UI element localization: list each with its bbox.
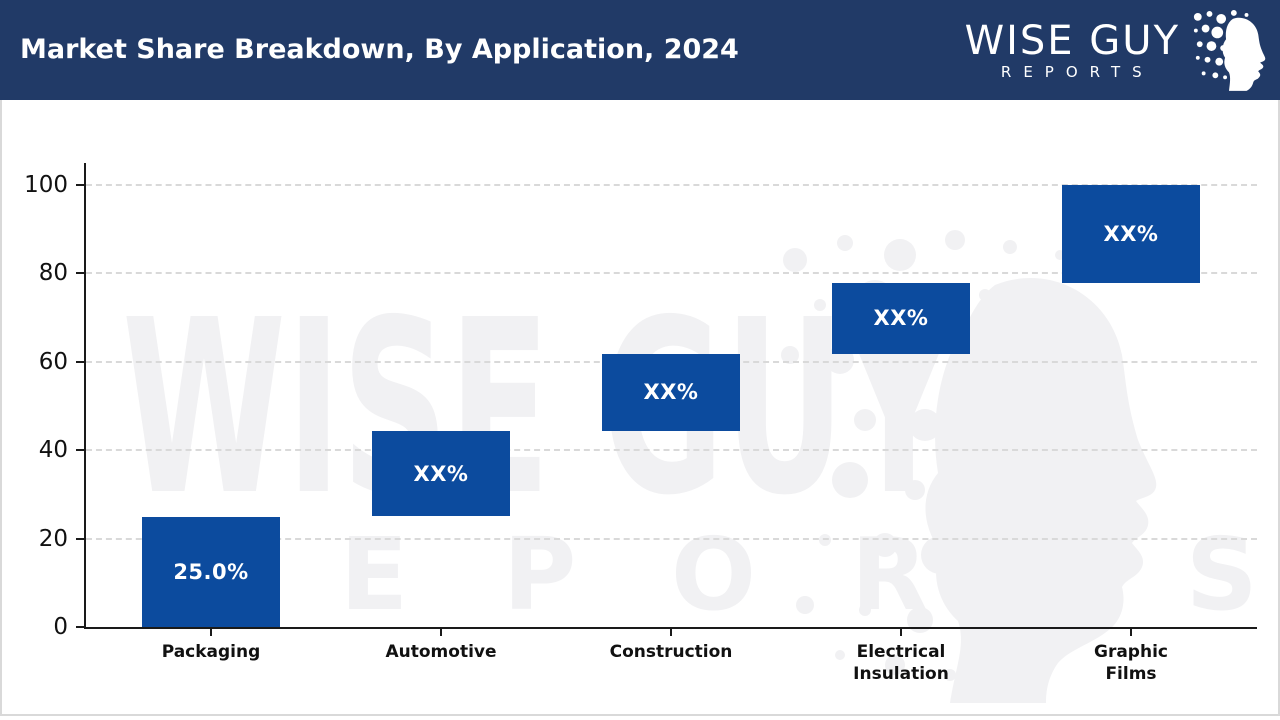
- wiseguy-logo: WISE GUY REPORTS: [965, 0, 1266, 100]
- y-axis-line: [84, 163, 86, 629]
- x-tick-label: Electrical Insulation: [853, 642, 949, 684]
- y-tick-label: 100: [24, 172, 68, 198]
- header-bar: Market Share Breakdown, By Application, …: [0, 0, 1280, 100]
- y-tick: [76, 184, 84, 186]
- gridline: [86, 272, 1257, 275]
- x-tick: [1130, 629, 1132, 636]
- y-tick: [76, 626, 84, 628]
- bar-packaging: 25.0%: [142, 516, 280, 627]
- x-tick-label: Graphic Films: [1094, 642, 1168, 684]
- x-axis-line: [84, 627, 1257, 629]
- bar-value-label: 25.0%: [173, 559, 249, 584]
- y-tick: [76, 537, 84, 540]
- y-tick: [76, 272, 84, 275]
- gridline: [86, 537, 1257, 540]
- gridline: [86, 184, 1257, 186]
- x-tick-label: Construction: [609, 642, 733, 662]
- x-tick-label: Automotive: [385, 642, 497, 662]
- x-tick: [440, 629, 442, 636]
- x-tick: [900, 629, 902, 636]
- y-tick: [76, 449, 84, 452]
- y-tick-label: 0: [53, 614, 68, 640]
- bar-value-label: XX%: [413, 461, 469, 486]
- x-tick: [670, 629, 672, 636]
- y-tick-label: 80: [38, 260, 68, 287]
- bar-value-label: XX%: [873, 306, 929, 331]
- bar-electrical-insulation: XX%: [832, 282, 970, 354]
- y-tick: [76, 360, 84, 363]
- bar-construction: XX%: [602, 353, 740, 431]
- y-tick-label: 40: [38, 437, 68, 464]
- bar-value-label: XX%: [643, 380, 699, 405]
- page-title: Market Share Breakdown, By Application, …: [20, 34, 739, 65]
- y-tick-label: 20: [38, 525, 68, 552]
- logo-wordmark: WISE GUY: [964, 18, 1180, 64]
- y-tick-label: 60: [38, 348, 68, 375]
- wiseguy-logo-text: WISE GUY REPORTS: [965, 19, 1180, 81]
- watermark-wordmark: WISE GUY: [122, 268, 953, 548]
- bar-automotive: XX%: [372, 430, 510, 517]
- gridline: [86, 449, 1257, 452]
- watermark-head-icon: [781, 230, 1157, 703]
- waterfall-chart: 0 20 40 60 80 100 Packaging Automotive Construct…: [24, 163, 1257, 684]
- x-tick-label: Packaging: [161, 642, 261, 662]
- x-tick: [210, 629, 212, 636]
- bar-graphic-films: XX%: [1062, 185, 1200, 283]
- wiseguy-head-icon: [1193, 10, 1266, 91]
- bar-value-label: XX%: [1103, 221, 1159, 246]
- logo-subtext: REPORTS: [1000, 63, 1154, 81]
